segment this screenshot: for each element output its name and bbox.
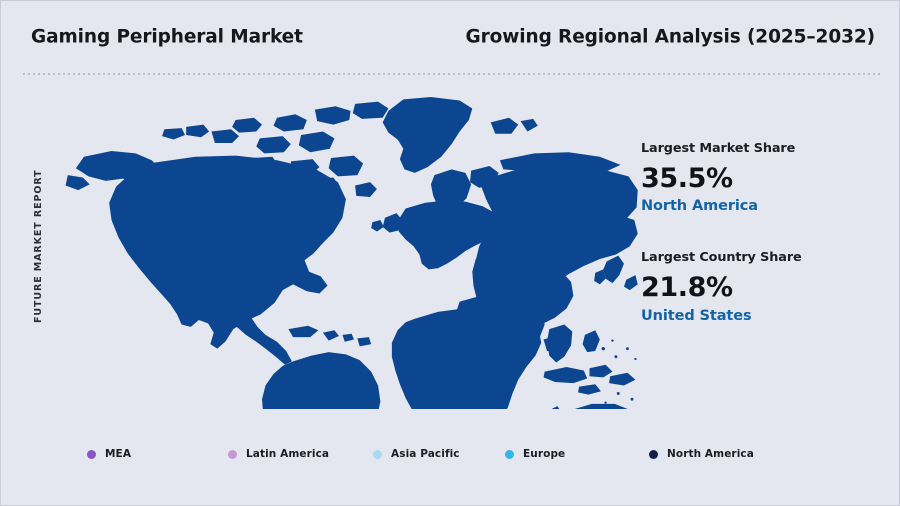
brand-label: FUTURE MARKET REPORT — [33, 169, 44, 323]
legend-dot-icon — [649, 449, 658, 459]
stat-label: Largest Country Share — [641, 250, 802, 266]
legend-item-latin-america[interactable]: Latin America — [228, 448, 329, 460]
legend-item-asia-pacific[interactable]: Asia Pacific — [373, 448, 460, 460]
stat-region: North America — [641, 198, 758, 215]
legend-item-mea[interactable]: MEA — [87, 448, 131, 460]
legend-dot-icon — [505, 449, 514, 459]
legend-label: MEA — [105, 448, 132, 460]
stat-value: 21.8% — [641, 272, 733, 304]
legend-label: Europe — [523, 448, 566, 460]
map-landmasses — [65, 97, 638, 409]
legend-dot-icon — [228, 449, 237, 459]
legend-label: Asia Pacific — [391, 448, 460, 460]
world-map — [63, 89, 638, 409]
legend-label: North America — [667, 448, 754, 460]
stat-region: United States — [641, 307, 752, 324]
world-map-svg — [65, 97, 638, 409]
legend: MEA Latin America Asia Pacific Europe No… — [87, 448, 787, 468]
stat-block-market-share: Largest Market Share 35.5% North America — [641, 141, 885, 214]
legend-dot-icon — [373, 449, 382, 459]
header: Gaming Peripheral Market Growing Regiona… — [1, 1, 899, 75]
stats-panel: Largest Market Share 35.5% North America… — [641, 141, 885, 348]
stat-label: Largest Market Share — [641, 141, 796, 156]
header-subtitle: Growing Regional Analysis (2025–2032) — [465, 26, 876, 48]
legend-item-north-america[interactable]: North America — [649, 448, 754, 460]
stat-value: 35.5% — [641, 163, 733, 194]
stat-block-country-share: Largest Country Share 21.8% United State… — [641, 250, 885, 323]
header-divider — [23, 73, 883, 75]
legend-label: Latin America — [246, 448, 330, 460]
legend-dot-icon — [87, 449, 96, 459]
page-title: Gaming Peripheral Market — [31, 26, 303, 48]
legend-item-europe[interactable]: Europe — [505, 448, 565, 460]
